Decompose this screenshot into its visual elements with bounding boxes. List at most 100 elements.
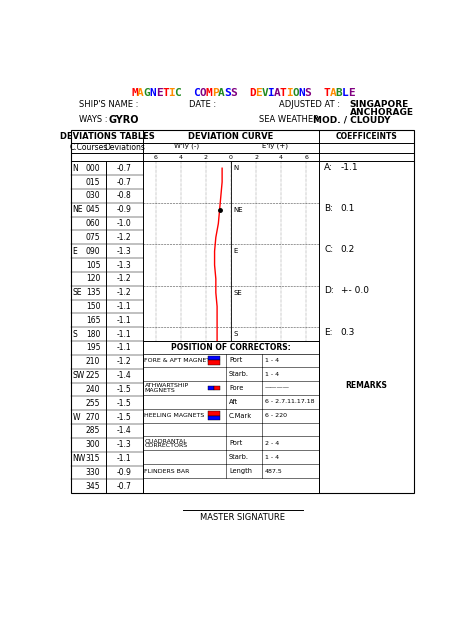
Text: MOD. / CLOUDY: MOD. / CLOUDY bbox=[313, 115, 391, 125]
Text: -1.0: -1.0 bbox=[117, 219, 132, 228]
Text: 075: 075 bbox=[86, 233, 100, 242]
Text: 060: 060 bbox=[86, 219, 100, 228]
Bar bbox=[214, 386, 220, 391]
Text: O: O bbox=[199, 88, 206, 98]
Text: B: B bbox=[336, 88, 342, 98]
Text: SE: SE bbox=[73, 288, 82, 297]
Text: N: N bbox=[233, 165, 238, 171]
Bar bbox=[143, 367, 319, 381]
Text: 045: 045 bbox=[86, 205, 100, 214]
Bar bbox=[143, 409, 319, 423]
Text: T: T bbox=[280, 88, 287, 98]
Text: -1.2: -1.2 bbox=[117, 233, 132, 242]
Text: REMARKS: REMARKS bbox=[346, 381, 387, 390]
Bar bbox=[208, 360, 220, 365]
Text: I: I bbox=[267, 88, 274, 98]
Text: -1.4: -1.4 bbox=[117, 427, 132, 435]
Text: GYRO: GYRO bbox=[108, 115, 138, 125]
Bar bbox=[143, 341, 319, 493]
Text: E:: E: bbox=[324, 327, 333, 337]
Text: POSITION OF CORRECTORS:: POSITION OF CORRECTORS: bbox=[171, 343, 291, 352]
Text: O: O bbox=[292, 88, 299, 98]
Text: SW: SW bbox=[73, 371, 85, 380]
Text: I: I bbox=[286, 88, 293, 98]
Text: W: W bbox=[73, 413, 80, 422]
Bar bbox=[143, 437, 319, 451]
Text: 0.1: 0.1 bbox=[341, 204, 355, 213]
Text: 150: 150 bbox=[86, 302, 100, 311]
Text: 6: 6 bbox=[304, 155, 308, 159]
Text: -1.4: -1.4 bbox=[117, 371, 132, 380]
Text: MASTER SIGNATURE: MASTER SIGNATURE bbox=[201, 513, 285, 522]
Text: FORE & AFT MAGNETS: FORE & AFT MAGNETS bbox=[145, 358, 215, 363]
Text: Starb.: Starb. bbox=[229, 454, 249, 460]
Text: 6 - 2.7.11.17.18: 6 - 2.7.11.17.18 bbox=[264, 399, 314, 404]
Text: DATE :: DATE : bbox=[190, 100, 217, 109]
Text: -0.9: -0.9 bbox=[117, 468, 132, 477]
Text: -1.2: -1.2 bbox=[117, 288, 132, 297]
Text: E: E bbox=[255, 88, 262, 98]
Text: A: A bbox=[137, 88, 144, 98]
Text: 0: 0 bbox=[229, 155, 233, 159]
Text: FLINDERS BAR: FLINDERS BAR bbox=[145, 468, 190, 473]
Text: Starb.: Starb. bbox=[229, 371, 249, 377]
Bar bbox=[143, 395, 319, 409]
Bar bbox=[143, 451, 319, 464]
Text: SINGAPORE: SINGAPORE bbox=[350, 100, 409, 109]
Text: 0.3: 0.3 bbox=[341, 327, 355, 337]
Bar bbox=[208, 416, 220, 420]
Text: 030: 030 bbox=[86, 191, 100, 200]
Text: T: T bbox=[162, 88, 169, 98]
Text: 4: 4 bbox=[279, 155, 283, 159]
Text: A: A bbox=[273, 88, 281, 98]
Text: 2 - 4: 2 - 4 bbox=[264, 441, 279, 446]
Text: -0.7: -0.7 bbox=[117, 178, 132, 186]
Text: ADJUSTED AT :: ADJUSTED AT : bbox=[279, 100, 339, 109]
Text: -1.2: -1.2 bbox=[117, 357, 132, 367]
Text: 2: 2 bbox=[204, 155, 208, 159]
Text: C.Mark: C.Mark bbox=[229, 413, 252, 419]
Text: Aft: Aft bbox=[229, 399, 238, 405]
Text: 225: 225 bbox=[86, 371, 100, 380]
Text: -1.1: -1.1 bbox=[117, 302, 132, 311]
Text: DEVIATIONS TABLES: DEVIATIONS TABLES bbox=[60, 132, 155, 141]
Text: 6: 6 bbox=[154, 155, 157, 159]
Text: S: S bbox=[230, 88, 237, 98]
Text: -1.1: -1.1 bbox=[117, 330, 132, 339]
Text: Fore: Fore bbox=[229, 385, 243, 391]
Text: 1 - 4: 1 - 4 bbox=[264, 358, 279, 363]
Text: NE: NE bbox=[73, 205, 83, 214]
Text: E'ly (+): E'ly (+) bbox=[262, 143, 288, 149]
Text: NW: NW bbox=[73, 454, 86, 463]
Text: ATHWARTSHIP: ATHWARTSHIP bbox=[145, 383, 189, 388]
Text: 255: 255 bbox=[86, 399, 100, 408]
Text: E: E bbox=[156, 88, 163, 98]
Text: M: M bbox=[131, 88, 138, 98]
Text: N: N bbox=[150, 88, 156, 98]
Text: -1.1: -1.1 bbox=[117, 316, 132, 325]
Text: Length: Length bbox=[229, 468, 252, 474]
Text: I: I bbox=[168, 88, 175, 98]
Bar bbox=[208, 411, 220, 416]
Text: W'ly (-): W'ly (-) bbox=[174, 143, 200, 149]
Text: C:: C: bbox=[324, 245, 333, 254]
Text: 165: 165 bbox=[86, 316, 100, 325]
Text: 105: 105 bbox=[86, 260, 100, 269]
Text: CORRECTORS: CORRECTORS bbox=[145, 443, 188, 448]
Text: -1.1: -1.1 bbox=[117, 454, 132, 463]
Text: -1.1: -1.1 bbox=[341, 163, 358, 172]
Text: SE: SE bbox=[233, 289, 242, 296]
Text: SW: SW bbox=[233, 373, 245, 379]
Text: -1.2: -1.2 bbox=[117, 274, 132, 283]
Bar bbox=[143, 381, 319, 395]
Text: -0.7: -0.7 bbox=[117, 482, 132, 491]
Bar bbox=[208, 386, 214, 391]
Text: -1.5: -1.5 bbox=[117, 399, 132, 408]
Text: B:: B: bbox=[324, 204, 333, 213]
Text: 285: 285 bbox=[86, 427, 100, 435]
Bar bbox=[208, 356, 220, 360]
Text: 270: 270 bbox=[86, 413, 100, 422]
Text: 330: 330 bbox=[86, 468, 100, 477]
Text: -0.8: -0.8 bbox=[117, 191, 132, 200]
Text: A:: A: bbox=[324, 163, 333, 172]
